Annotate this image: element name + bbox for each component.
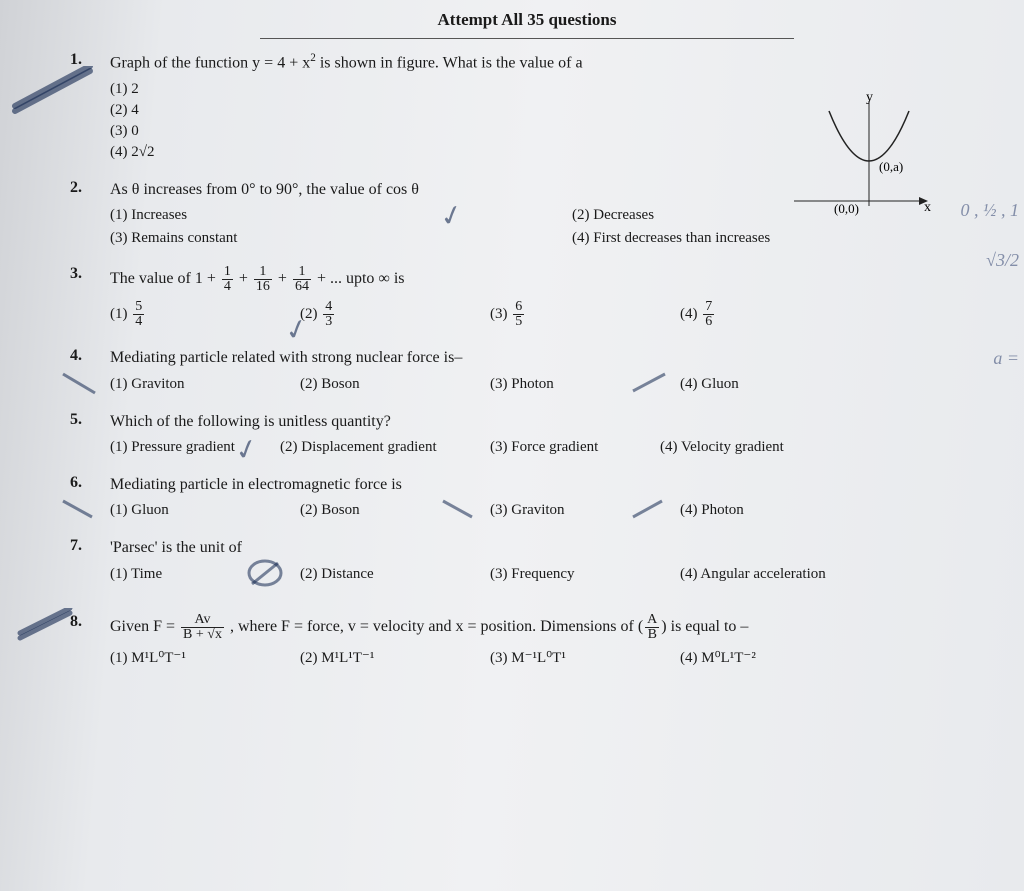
q1-text-pre: Graph of the function y = 4 + x [110,54,310,71]
q7-options: (1) Time (2) Distance (3) Frequency (4) … [110,566,994,583]
question-2: 2. As θ increases from 0° to 90°, the va… [60,179,994,247]
margin-note-3: a = [993,348,1019,369]
q2-opt3: (3) Remains constant [110,230,532,247]
q3-opt2: (2) 43 [300,300,450,329]
q4-opt2: (2) Boson [300,376,450,393]
q8-ratio: (AB) [638,618,667,635]
question-4: 4. Mediating particle related with stron… [60,347,994,392]
strike-q8-num [15,608,75,643]
q5-opt1: (1) Pressure gradient [110,439,260,456]
q7-text: 'Parsec' is the unit of [110,537,994,559]
question-1: 1. Graph of the function y = 4 + x2 is s… [60,51,994,161]
q2-opt4: (4) First decreases than increases [572,230,994,247]
q8-opt2: (2) M¹L¹T⁻¹ [300,648,450,667]
q5-opt2: (2) Displacement gradient [280,439,470,456]
q5-text: Which of the following is unitless quant… [110,411,994,433]
q3-series: 1 + 14 + 116 + 164 + ... [195,270,346,287]
q2-options: (1) Increases (2) Decreases (3) Remains … [110,207,994,247]
q4-opt4: (4) Gluon [680,376,830,393]
q8-formula: Av B + √x [181,613,224,642]
question-7: 7. 'Parsec' is the unit of (1) Time (2) … [60,537,994,582]
q4-opt1: (1) Graviton [110,376,260,393]
q2-text: As θ increases from 0° to 90°, the value… [110,179,994,201]
q5-options: (1) Pressure gradient (2) Displacement g… [110,439,994,456]
q4-opt3: (3) Photon [490,376,640,393]
q2-opt1: (1) Increases [110,207,532,224]
q2-number: 2. [70,179,82,197]
question-5: 5. Which of the following is unitless qu… [60,411,994,456]
q8-opt1: (1) M¹L⁰T⁻¹ [110,648,260,667]
q3-opt3: (3) 65 [490,300,640,329]
strike-q4-1 [60,371,100,396]
question-3: 3. The value of 1 + 14 + 116 + 164 + ...… [60,265,994,329]
graph-y-label: y [866,91,873,105]
q7-number: 7. [70,537,82,555]
q3-text: The value of 1 + 14 + 116 + 164 + ... up… [110,265,994,294]
q3-number: 3. [70,265,82,283]
q6-opt3: (3) Graviton [490,502,640,519]
q8-opt4: (4) M⁰L¹T⁻² [680,648,830,667]
q7-opt2: (2) Distance [300,566,450,583]
q6-opt1: (1) Gluon [110,502,260,519]
q7-opt4: (4) Angular acceleration [680,566,994,583]
page-header: Attempt All 35 questions [260,10,794,39]
q7-opt1: (1) Time [110,566,260,583]
q3-post: upto ∞ is [346,270,405,287]
q8-number: 8. [70,613,82,631]
q6-opt4: (4) Photon [680,502,830,519]
pen-mark-q1 [10,66,100,116]
q4-text: Mediating particle related with strong n… [110,347,994,369]
q5-opt3: (3) Force gradient [490,439,640,456]
q1-number: 1. [70,51,82,69]
q7-opt3: (3) Frequency [490,566,640,583]
q3-opt1: (1) 54 [110,300,260,329]
q8-text: Given F = Av B + √x , where F = force, v… [110,613,994,642]
q1-text: Graph of the function y = 4 + x2 is show… [110,51,994,75]
q6-number: 6. [70,474,82,492]
q3-opt4: (4) 76 [680,300,830,329]
q8-post: is equal to – [671,618,749,635]
q6-text: Mediating particle in electromagnetic fo… [110,474,994,496]
question-8: 8. Given F = Av B + √x , where F = force… [60,613,994,667]
q4-options: (1) Graviton (2) Boson (3) Photon (4) Gl… [110,376,994,393]
q3-pre: The value of [110,270,195,287]
q8-mid: , where F = force, v = velocity and x = … [230,618,638,635]
graph-point: (0,a) [879,159,903,174]
q2-opt2: (2) Decreases [572,207,994,224]
q8-opt3: (3) M⁻¹L⁰T¹ [490,648,640,667]
q4-number: 4. [70,347,82,365]
q6-opt2: (2) Boson [300,502,450,519]
q3-options: (1) 54 (2) 43 (3) 65 (4) 76 [110,300,994,329]
q5-opt4: (4) Velocity gradient [660,439,810,456]
q1-text-post: is shown in figure. What is the value of… [316,54,583,71]
margin-note-1: 0 , ½ , 1 [961,200,1020,221]
q8-options: (1) M¹L⁰T⁻¹ (2) M¹L¹T⁻¹ (3) M⁻¹L⁰T¹ (4) … [110,648,994,667]
strike-q6-1 [60,498,95,520]
question-6: 6. Mediating particle in electromagnetic… [60,474,994,519]
q6-options: (1) Gluon (2) Boson (3) Graviton (4) Pho… [110,502,994,519]
page: Attempt All 35 questions 1. Graph of the… [0,0,1024,891]
q8-pre: Given F = [110,618,179,635]
q5-number: 5. [70,411,82,429]
